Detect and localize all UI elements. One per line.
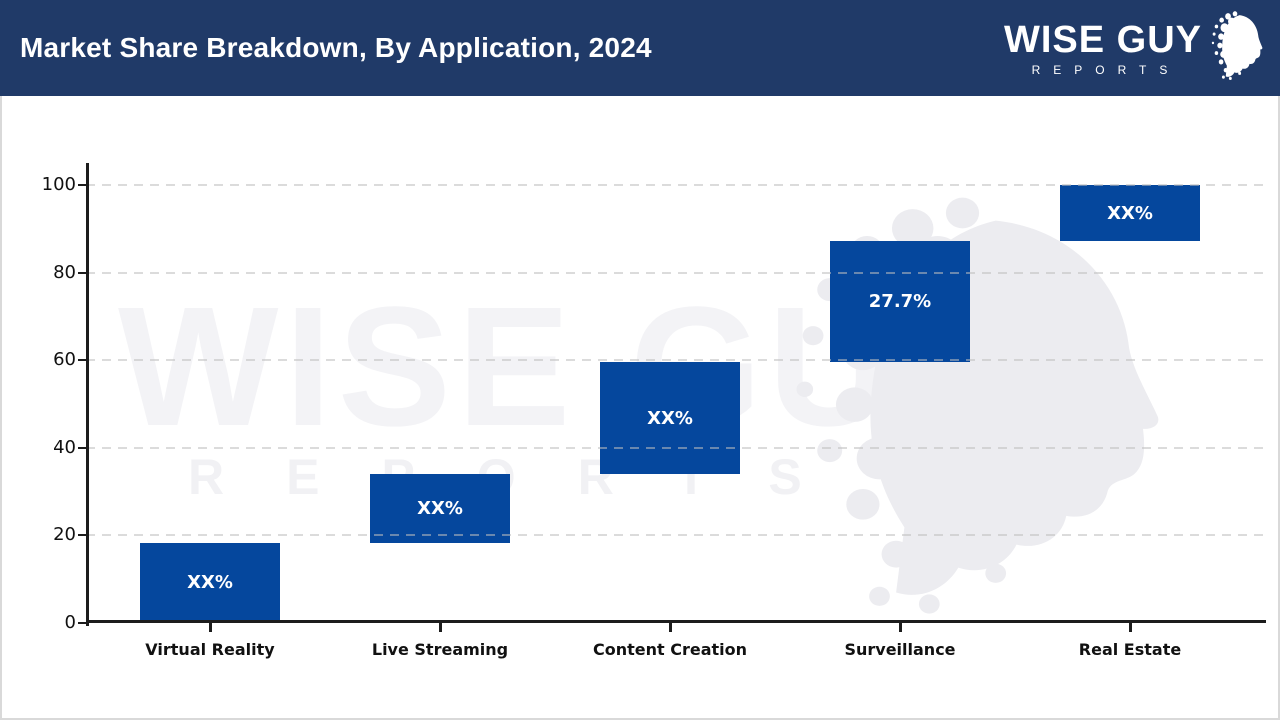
header-band: Market Share Breakdown, By Application, … <box>0 0 1280 96</box>
gridline-100 <box>86 184 1266 186</box>
gridline-60 <box>86 359 1266 362</box>
bar-value-label: XX% <box>417 497 463 519</box>
bar-live-streaming: XX% <box>370 473 510 543</box>
y-tick-label-20: 20 <box>53 524 76 546</box>
y-tick-label-60: 60 <box>53 349 76 371</box>
x-tick-mark-content-creation <box>668 623 672 632</box>
face-logo-icon <box>1206 10 1264 86</box>
bar-virtual-reality: XX% <box>140 542 280 623</box>
bar-surveillance: 27.7% <box>830 241 970 363</box>
bar-value-label: XX% <box>1107 202 1153 224</box>
chart-title: Market Share Breakdown, By Application, … <box>20 32 652 63</box>
y-tick-label-80: 80 <box>53 261 76 283</box>
bar-value-label: XX% <box>187 572 233 594</box>
x-axis-label-content-creation: Content Creation <box>592 640 748 659</box>
x-axis-line <box>86 620 1266 623</box>
gridline-80 <box>86 271 1266 274</box>
wise-guy-logo: WISE GUY REPORTS <box>1004 0 1264 96</box>
gridline-40 <box>86 446 1266 449</box>
bar-value-label: 27.7% <box>868 291 932 313</box>
y-tick-mark-20 <box>78 534 86 537</box>
x-axis-label-virtual-reality: Virtual Reality <box>145 640 275 659</box>
logo-brand-text: WISE GUY <box>1003 18 1202 61</box>
x-axis-label-real-estate: Real Estate <box>1078 640 1182 659</box>
logo-sub-text: REPORTS <box>1031 62 1181 77</box>
x-tick-mark-real-estate <box>1128 623 1132 632</box>
x-tick-mark-surveillance <box>898 623 902 632</box>
y-tick-mark-100 <box>78 184 86 186</box>
x-tick-mark-live-streaming <box>438 623 442 632</box>
y-axis-line <box>86 163 89 626</box>
y-tick-mark-60 <box>78 359 86 362</box>
y-tick-label-100: 100 <box>41 174 76 195</box>
x-tick-mark-virtual-reality <box>208 623 212 632</box>
y-tick-label-0: 0 <box>64 612 76 633</box>
gridline-20 <box>86 534 1266 537</box>
x-axis-label-surveillance: Surveillance <box>844 640 956 659</box>
y-tick-mark-0 <box>78 622 86 624</box>
bar-real-estate: XX% <box>1060 185 1200 242</box>
bar-value-label: XX% <box>647 407 693 429</box>
bar-content-creation: XX% <box>600 362 740 474</box>
y-tick-mark-40 <box>78 446 86 449</box>
x-axis-label-live-streaming: Live Streaming <box>371 640 509 659</box>
y-tick-label-40: 40 <box>53 436 76 458</box>
y-tick-mark-80 <box>78 271 86 274</box>
